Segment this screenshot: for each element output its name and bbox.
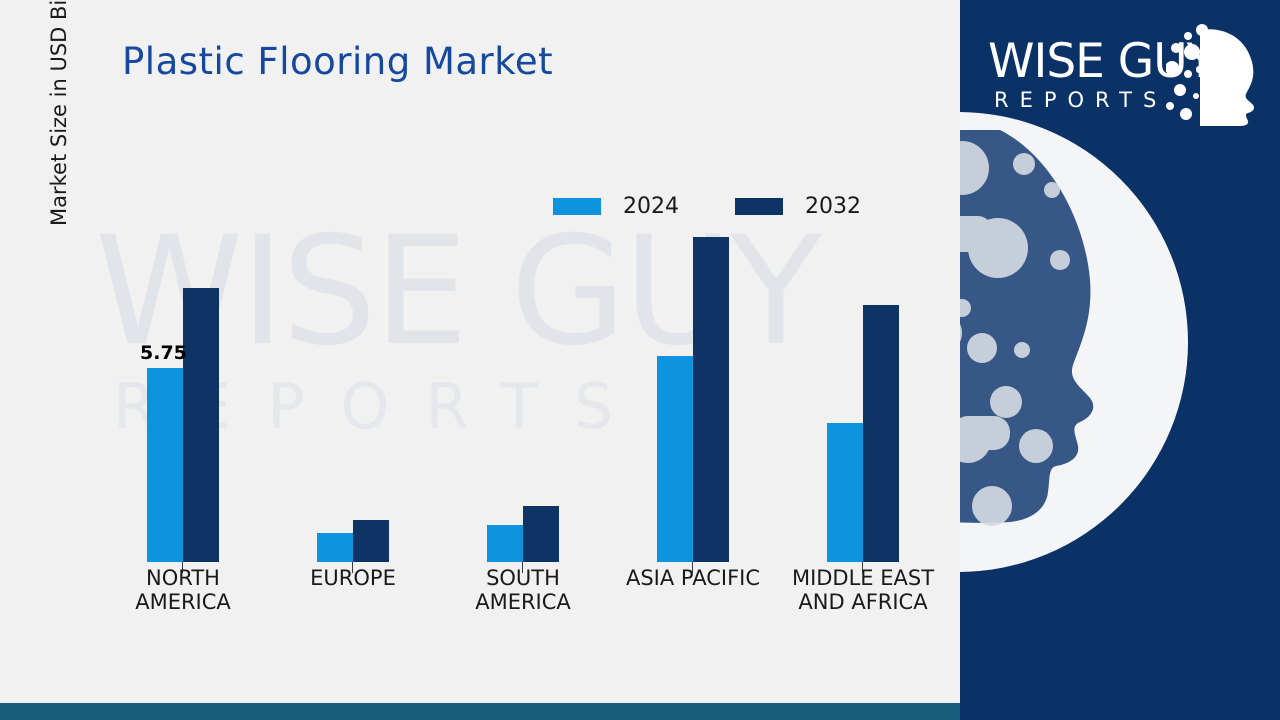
legend-label-2032: 2032 [805, 194, 861, 219]
chart-legend: 2024 2032 [553, 194, 917, 219]
bar-2032[interactable] [523, 506, 559, 562]
axis-tick [352, 562, 353, 573]
bar-group [657, 190, 729, 573]
x-axis-label-3: SOUTH AMERICA [475, 566, 571, 614]
legend-item-2032[interactable]: 2032 [735, 194, 861, 219]
x-axis-label-4: ASIA PACIFIC [625, 566, 761, 590]
logo-head-icon [1166, 24, 1255, 127]
x-axis-label-1: NORTH AMERICA [135, 566, 231, 614]
x-axis-label-2: EUROPE [310, 566, 396, 590]
bar-group [827, 190, 899, 573]
legend-swatch-2024 [553, 198, 601, 215]
bar-group [487, 190, 559, 573]
wiseguy-logo: WISE GUY REPORTS [988, 24, 1263, 128]
bar-value-label: 5.75 [140, 341, 187, 364]
bar-group [317, 190, 389, 573]
bar-group: 5.75 [140, 190, 219, 573]
bar-2024[interactable] [487, 524, 523, 562]
chart-region: Market Size in USD Billion 2024 2032 5.7… [47, 0, 934, 676]
bar-2032[interactable] [693, 237, 729, 562]
axis-tick [862, 562, 863, 573]
axis-tick [522, 562, 523, 573]
logo-wordmark-secondary: REPORTS [994, 88, 1168, 112]
x-axis-label-5: MIDDLE EAST AND AFRICA [791, 566, 935, 614]
legend-item-2024[interactable]: 2024 [553, 194, 679, 219]
axis-tick [692, 562, 693, 573]
y-axis-label: Market Size in USD Billion [47, 0, 71, 226]
bar-2024[interactable] [827, 423, 863, 562]
legend-swatch-2032 [735, 198, 783, 215]
x-axis-category-labels: NORTH AMERICA EUROPE SOUTH AMERICA ASIA PAC… [99, 566, 934, 676]
logo-wordmark-primary: WISE GUY [988, 34, 1215, 89]
bar-2032[interactable] [353, 519, 389, 562]
bar-2024[interactable] [147, 367, 183, 562]
bar-2024[interactable] [657, 355, 693, 562]
bottom-accent-strip [0, 703, 960, 720]
molecule-dots-pattern [960, 141, 1070, 526]
bar-2032[interactable] [183, 288, 219, 562]
bar-2032[interactable] [863, 304, 899, 562]
legend-label-2024: 2024 [623, 194, 679, 219]
plot-area: 5.75 [99, 190, 929, 573]
axis-tick [182, 562, 183, 573]
chart-title: Plastic Flooring Market [122, 40, 554, 83]
bar-2024[interactable] [317, 533, 353, 562]
